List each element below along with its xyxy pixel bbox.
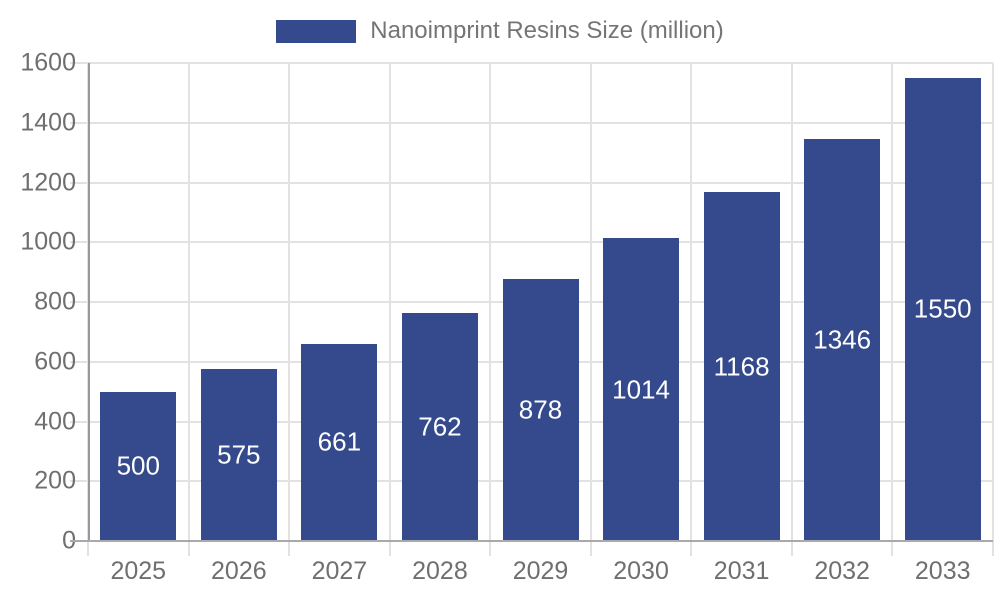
y-gridline [70,121,993,124]
y-tick-label: 1200 [20,168,76,196]
x-tick-label: 2033 [914,557,971,585]
x-tick-label: 2032 [814,557,870,585]
x-gridline [690,63,693,556]
x-tick-label: 2031 [713,557,770,585]
y-tick-label: 400 [34,407,76,435]
bar[interactable]: 1550 [904,77,981,541]
x-tick-label: 2030 [613,557,669,585]
y-tick-label: 1400 [20,108,76,137]
x-tick-label: 2029 [512,557,569,585]
bar-value-label: 1550 [913,293,972,324]
bar[interactable]: 762 [401,313,478,541]
y-axis-line [88,63,90,541]
bar-value-label: 500 [116,450,160,481]
bar-value-label: 1168 [713,351,770,382]
bar[interactable]: 500 [100,391,177,541]
y-gridline [70,181,993,184]
bar-value-label: 1346 [813,324,872,355]
legend[interactable]: Nanoimprint Resins Size (million) [0,17,1000,45]
x-tick-label: 2027 [311,557,368,585]
bar-value-label: 661 [317,426,362,457]
bar[interactable]: 878 [502,278,579,541]
legend-swatch [276,19,357,43]
y-tick-label: 1600 [20,48,76,77]
y-gridline [70,241,993,244]
y-gridline [70,62,993,64]
bar[interactable]: 1168 [703,192,780,541]
x-tick-label: 2025 [110,557,167,585]
y-tick-label: 1000 [20,227,76,256]
x-gridline [288,63,291,556]
bar[interactable]: 1014 [603,238,680,541]
bar[interactable]: 661 [301,343,378,541]
bar-value-label: 878 [518,394,563,425]
x-axis-line [70,540,993,542]
y-tick-label: 200 [34,466,76,495]
x-gridline [388,63,391,556]
y-tick-label: 0 [62,526,76,555]
x-gridline [489,63,492,556]
x-tick-label: 2028 [412,557,468,585]
x-gridline [790,63,793,556]
bar[interactable]: 575 [200,369,277,541]
x-gridline [187,63,190,556]
x-tick-label: 2026 [211,557,267,585]
bar-value-label: 575 [217,439,261,470]
x-gridline [589,63,592,556]
plot-area: 0 200 400 600 800 1000 1200 1400 1600 500 2025 575 2… [20,49,994,585]
x-gridline [992,63,994,556]
x-gridline [891,63,894,556]
y-tick-label: 600 [34,347,76,376]
bar-value-label: 1014 [612,374,670,405]
bar-value-label: 762 [418,411,462,442]
y-tick-label: 800 [34,287,76,316]
bar[interactable]: 1346 [804,138,881,541]
legend-label: Nanoimprint Resins Size (million) [370,17,724,44]
